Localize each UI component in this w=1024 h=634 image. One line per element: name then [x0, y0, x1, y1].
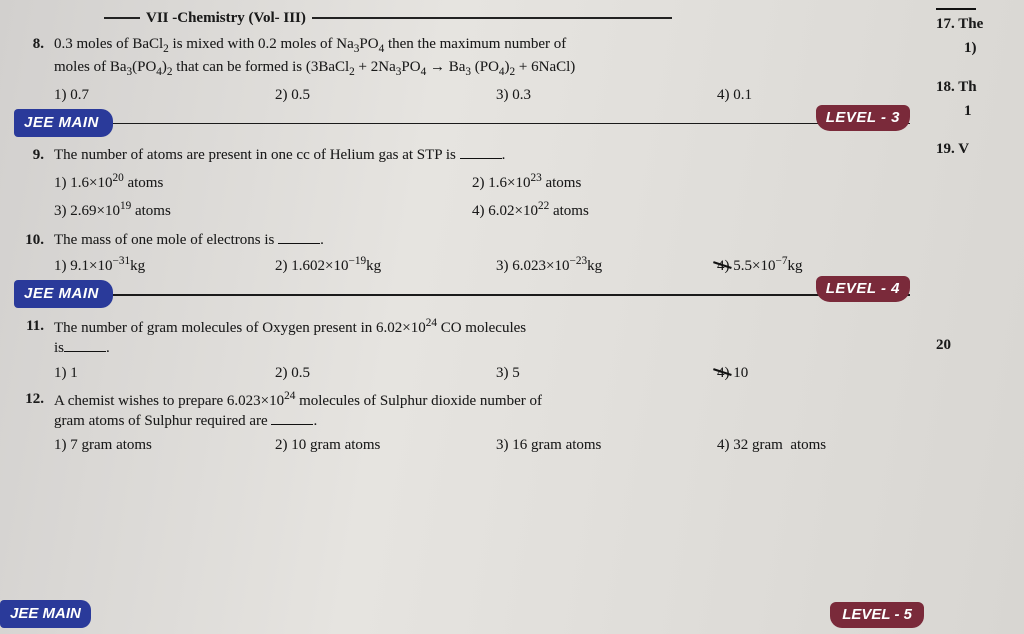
q11-opt3: 3) 5: [496, 363, 709, 383]
section-bar-2: JEE MAIN LEVEL - 4: [14, 280, 1010, 310]
level-3-badge: LEVEL - 3: [816, 105, 910, 131]
q10-blank: [278, 243, 320, 244]
section1-rule: [14, 123, 910, 125]
q9-period: .: [502, 147, 506, 163]
q12-number: 12.: [14, 389, 54, 432]
page: VII -Chemistry (Vol- III) 8. 0.3 moles o…: [0, 0, 1024, 634]
q9-opt4: 4) 6.02×1022 atoms: [472, 199, 890, 221]
q8-text: 0.3 moles of BaCl2 is mixed with 0.2 mol…: [54, 34, 1010, 80]
chapter-header: VII -Chemistry (Vol- III): [104, 8, 1010, 28]
q11-number: 11.: [14, 316, 54, 359]
q11-options: 1) 1 2) 0.5 3) 5 4) 10: [54, 363, 1010, 383]
section-bar-1: JEE MAIN LEVEL - 3: [14, 109, 1010, 139]
q10-opt1: 1) 9.1×10−31kg: [54, 254, 267, 276]
q12-line2: gram atoms of Sulphur required are: [54, 413, 271, 429]
q9-opt3: 3) 2.69×1019 atoms: [54, 199, 472, 221]
jee-main-badge-1: JEE MAIN: [14, 109, 113, 137]
q12-line1: A chemist wishes to prepare 6.023×1024 m…: [54, 393, 542, 409]
q12-opt2: 2) 10 gram atoms: [275, 435, 488, 455]
q10-opt2: 2) 1.602×10−19kg: [275, 254, 488, 276]
question-8: 8. 0.3 moles of BaCl2 is mixed with 0.2 …: [14, 34, 1010, 80]
q8-options: 1) 0.7 2) 0.5 3) 0.3 4) 0.1: [54, 85, 1010, 105]
q8-opt4: 4) 0.1: [717, 85, 930, 105]
q12-blank: [271, 424, 313, 425]
q9-stem: The number of atoms are present in one c…: [54, 147, 460, 163]
q9-text: The number of atoms are present in one c…: [54, 145, 1010, 165]
q11-period: .: [106, 340, 110, 356]
q12-opt4: 4) 32 gram atoms: [717, 435, 930, 455]
question-9: 9. The number of atoms are present in on…: [14, 145, 1010, 165]
right-header-rule: [936, 8, 976, 10]
rc-17: 17. The: [936, 14, 1024, 34]
q9-blank: [460, 158, 502, 159]
q9-number: 9.: [14, 145, 54, 165]
q11-line2: is: [54, 340, 64, 356]
q10-opt4: 4) 5.5×10−7kg: [717, 254, 930, 276]
q9-options: 1) 1.6×1020 atoms 2) 1.6×1023 atoms 3) 2…: [54, 165, 1010, 222]
rc-18: 18. Th: [936, 77, 1024, 97]
q12-opt1: 1) 7 gram atoms: [54, 435, 267, 455]
q12-text: A chemist wishes to prepare 6.023×1024 m…: [54, 389, 1010, 432]
q11-opt2: 2) 0.5: [275, 363, 488, 383]
header-rule-right: [312, 17, 672, 19]
q9-opt2: 2) 1.6×1023 atoms: [472, 171, 890, 193]
q12-options: 1) 7 gram atoms 2) 10 gram atoms 3) 16 g…: [54, 435, 1010, 455]
jee-main-badge-2: JEE MAIN: [14, 280, 113, 308]
level-4-badge: LEVEL - 4: [816, 276, 910, 302]
level-5-badge: LEVEL - 5: [830, 602, 924, 628]
rc-17-1: 1): [964, 38, 1024, 58]
q12-opt3: 3) 16 gram atoms: [496, 435, 709, 455]
q10-text: The mass of one mole of electrons is .: [54, 230, 1010, 250]
q8-line1: 0.3 moles of BaCl2 is mixed with 0.2 mol…: [54, 36, 566, 52]
rc-18-1: 1: [964, 101, 1024, 121]
q10-stem: The mass of one mole of electrons is: [54, 232, 278, 248]
header-title: VII -Chemistry (Vol- III): [146, 8, 306, 28]
q8-line2: moles of Ba3(PO4)2 that can be formed is…: [54, 59, 575, 75]
q9-opt1: 1) 1.6×1020 atoms: [54, 171, 472, 193]
header-rule-left: [104, 17, 140, 19]
question-10: 10. The mass of one mole of electrons is…: [14, 230, 1010, 250]
q10-opt3: 3) 6.023×10−23kg: [496, 254, 709, 276]
q10-options: 1) 9.1×10−31kg 2) 1.602×10−19kg 3) 6.023…: [54, 254, 1010, 276]
q10-period: .: [320, 232, 324, 248]
q10-number: 10.: [14, 230, 54, 250]
q10-opt4-mark: 4): [717, 256, 730, 276]
rc-20: 20: [936, 335, 1024, 355]
rc-gap: [936, 177, 1024, 317]
q11-text: The number of gram molecules of Oxygen p…: [54, 316, 1010, 359]
q11-blank: [64, 351, 106, 352]
q8-number: 8.: [14, 34, 54, 80]
q11-opt4: 4) 10: [717, 363, 930, 383]
jee-main-badge-3: JEE MAIN: [0, 600, 91, 628]
q11-line1: The number of gram molecules of Oxygen p…: [54, 320, 526, 336]
question-11: 11. The number of gram molecules of Oxyg…: [14, 316, 1010, 359]
question-12: 12. A chemist wishes to prepare 6.023×10…: [14, 389, 1010, 432]
q8-opt1: 1) 0.7: [54, 85, 267, 105]
right-cutoff-column: 17. The 1) 18. Th 1 19. V 20: [936, 8, 1024, 374]
q11-opt1: 1) 1: [54, 363, 267, 383]
q8-opt2: 2) 0.5: [275, 85, 488, 105]
section2-rule: [14, 294, 910, 296]
q11-opt4-mark: 4): [717, 363, 730, 383]
q8-opt3: 3) 0.3: [496, 85, 709, 105]
q12-period: .: [313, 413, 317, 429]
rc-19: 19. V: [936, 139, 1024, 159]
